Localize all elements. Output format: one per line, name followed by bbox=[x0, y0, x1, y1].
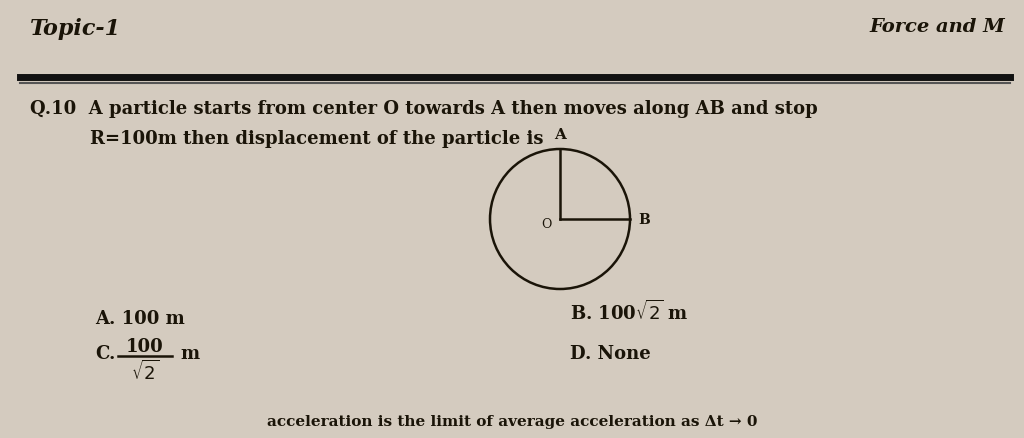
Text: B. 100$\sqrt{2}$ m: B. 100$\sqrt{2}$ m bbox=[570, 299, 689, 323]
Text: Q.10  A particle starts from center O towards A then moves along AB and stop: Q.10 A particle starts from center O tow… bbox=[30, 100, 818, 118]
Text: Force and M: Force and M bbox=[869, 18, 1005, 36]
Text: O: O bbox=[542, 218, 552, 231]
Text: Topic-1: Topic-1 bbox=[30, 18, 121, 40]
Text: A. 100 m: A. 100 m bbox=[95, 309, 184, 327]
Text: $\sqrt{2}$: $\sqrt{2}$ bbox=[131, 359, 159, 383]
Text: B: B bbox=[638, 212, 650, 226]
Text: D. None: D. None bbox=[570, 344, 650, 362]
Text: C.: C. bbox=[95, 344, 116, 362]
Text: A: A bbox=[554, 128, 566, 141]
Text: R=100m then displacement of the particle is: R=100m then displacement of the particle… bbox=[90, 130, 544, 148]
Text: acceleration is the limit of average acceleration as Δt → 0: acceleration is the limit of average acc… bbox=[266, 414, 758, 428]
Text: m: m bbox=[180, 344, 199, 362]
Text: 100: 100 bbox=[126, 337, 164, 355]
